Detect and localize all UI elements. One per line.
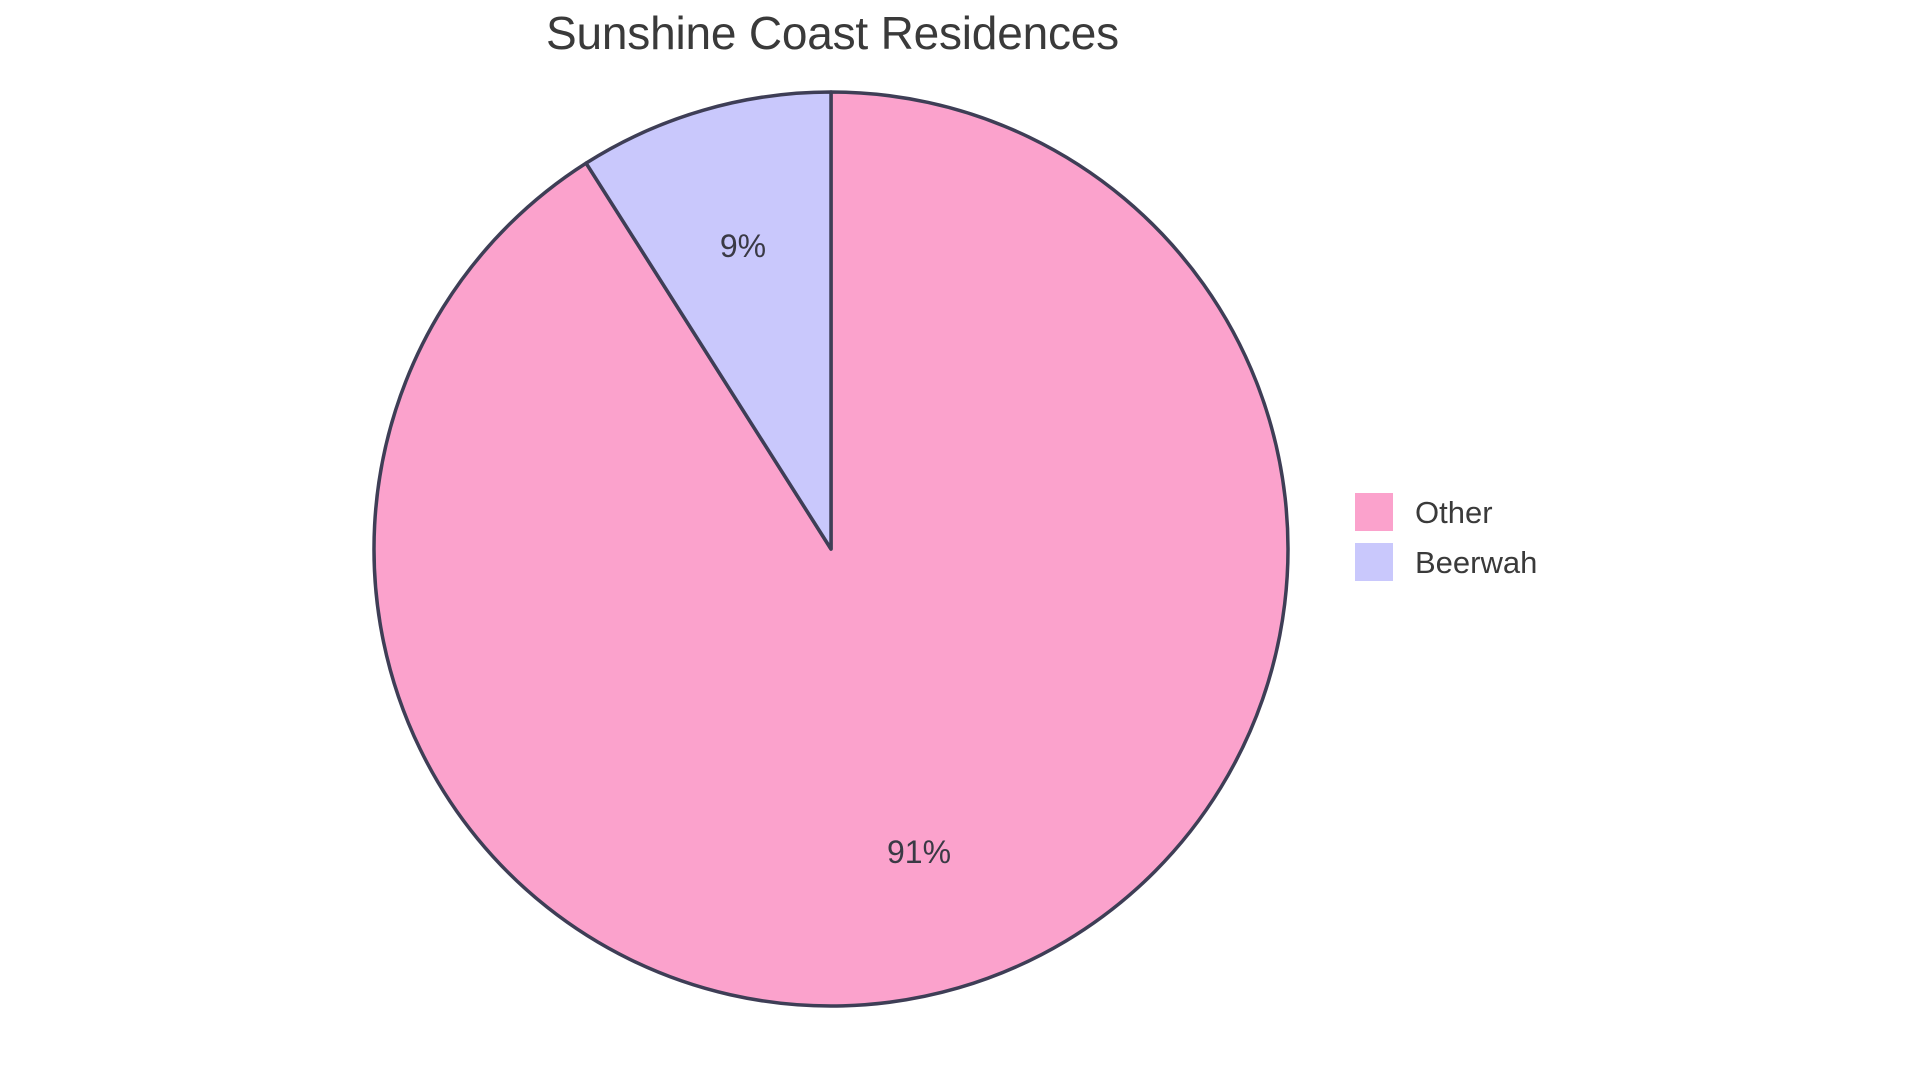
legend-label-beerwah: Beerwah [1415,544,1538,580]
legend-label-other: Other [1415,494,1493,530]
legend-item-other[interactable]: Other [1355,493,1537,531]
slice-label-beerwah: 9% [720,228,766,264]
slice-label-other: 91% [887,834,951,870]
pie-slice-beerwah[interactable] [584,90,833,551]
legend-swatch-beerwah [1355,543,1393,581]
legend-swatch-other [1355,493,1393,531]
page-title: Sunshine Coast Residences [546,7,1119,59]
legend-item-beerwah[interactable]: Beerwah [1355,543,1537,581]
chart-legend: Other Beerwah [1355,493,1537,581]
